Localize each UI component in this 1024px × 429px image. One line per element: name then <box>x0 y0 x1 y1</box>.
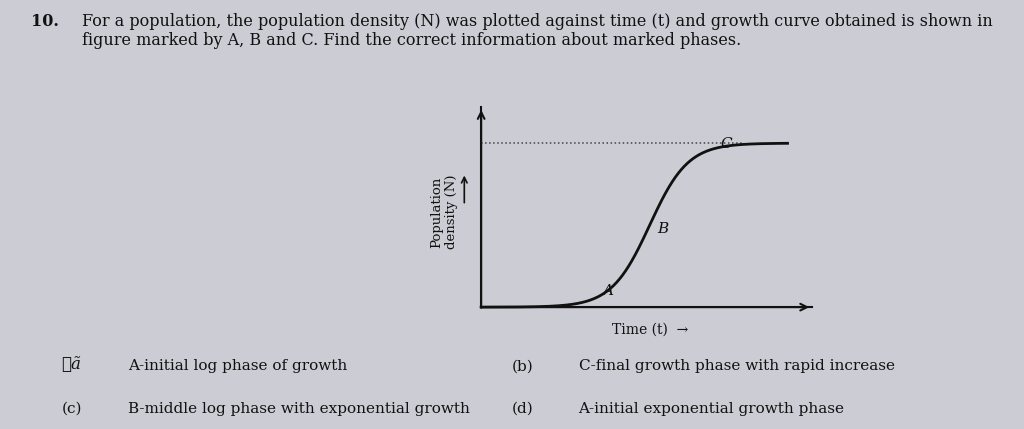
Text: A-initial log phase of growth: A-initial log phase of growth <box>128 359 347 373</box>
Text: C: C <box>720 137 732 151</box>
Text: ✓ã: ✓ã <box>61 356 81 373</box>
Text: Population
density (N): Population density (N) <box>430 175 459 249</box>
Text: (b): (b) <box>512 359 534 373</box>
Text: For a population, the population density (N) was plotted against time (t) and gr: For a population, the population density… <box>82 13 992 49</box>
Text: Time (t)  →: Time (t) → <box>611 323 688 337</box>
Text: 10.: 10. <box>31 13 58 30</box>
Text: A-initial exponential growth phase: A-initial exponential growth phase <box>579 402 845 416</box>
Text: (c): (c) <box>61 402 82 416</box>
Text: (d): (d) <box>512 402 534 416</box>
Text: B-middle log phase with exponential growth: B-middle log phase with exponential grow… <box>128 402 470 416</box>
Text: C-final growth phase with rapid increase: C-final growth phase with rapid increase <box>579 359 895 373</box>
Text: A: A <box>602 284 613 298</box>
Text: B: B <box>657 222 669 236</box>
